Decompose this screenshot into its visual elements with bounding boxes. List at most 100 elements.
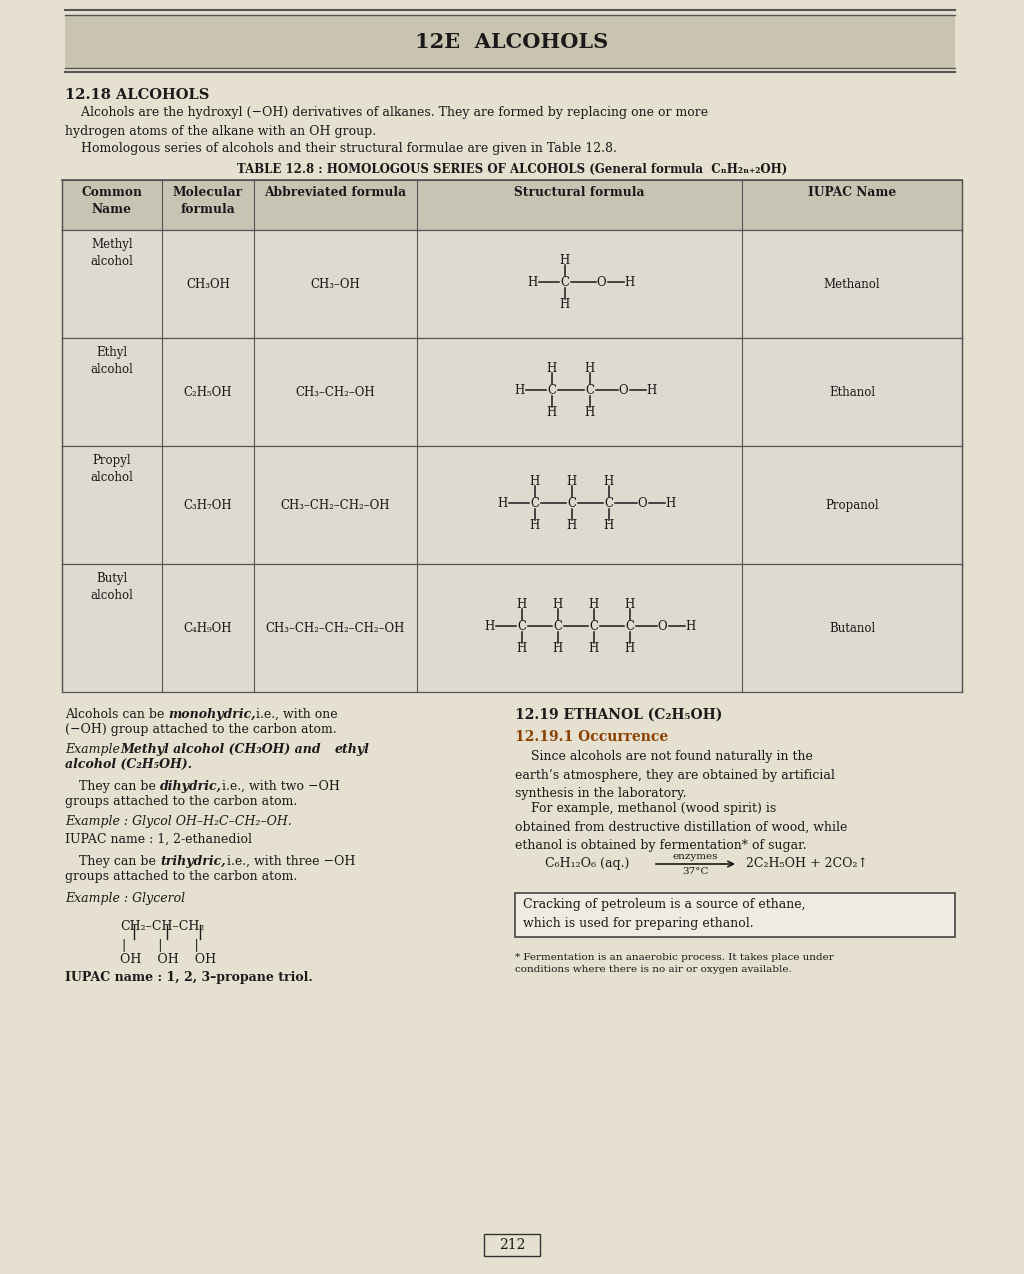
Text: C: C [530, 497, 539, 510]
Text: 12.18 ALCOHOLS: 12.18 ALCOHOLS [65, 88, 209, 102]
Text: H: H [498, 497, 508, 510]
Text: Methanol: Methanol [823, 278, 881, 290]
Text: C: C [560, 275, 569, 288]
Text: H: H [589, 598, 599, 610]
Text: Methyl alcohol (CH₃OH) and: Methyl alcohol (CH₃OH) and [120, 743, 325, 755]
Text: TABLE 12.8 : HOMOLOGOUS SERIES OF ALCOHOLS (General formula  CₙH₂ₙ₊₂OH): TABLE 12.8 : HOMOLOGOUS SERIES OF ALCOHO… [237, 163, 787, 176]
Text: trihydric,: trihydric, [160, 855, 225, 868]
Text: 12.19 ETHANOL (C₂H₅OH): 12.19 ETHANOL (C₂H₅OH) [515, 708, 722, 722]
Text: H: H [625, 642, 635, 655]
Text: Methyl
alcohol: Methyl alcohol [90, 238, 133, 268]
Text: C: C [625, 619, 634, 632]
Text: H: H [559, 254, 569, 266]
Bar [65, 15, 955, 68]
Text: CH₂–CH–CH₂: CH₂–CH–CH₂ [120, 920, 205, 933]
Text: H: H [585, 362, 595, 375]
Text: 2C₂H₅OH + 2CO₂↑: 2C₂H₅OH + 2CO₂↑ [742, 857, 868, 870]
Text: They can be: They can be [79, 855, 160, 868]
Text: IUPAC name : 1, 2-ethanediol: IUPAC name : 1, 2-ethanediol [65, 833, 252, 846]
Text: CH₃–CH₂–OH: CH₃–CH₂–OH [296, 386, 376, 399]
Text: O: O [618, 383, 629, 396]
Text: Example :: Example : [65, 743, 132, 755]
Text: Molecular
formula: Molecular formula [173, 186, 243, 217]
Text: C: C [604, 497, 613, 510]
Text: enzymes: enzymes [673, 852, 718, 861]
Text: |        |        |: | | | [122, 939, 199, 952]
Text: H: H [625, 598, 635, 610]
Text: i.e., with three −OH: i.e., with three −OH [223, 855, 355, 868]
Text: ethyl: ethyl [335, 743, 370, 755]
Text: C: C [567, 497, 575, 510]
Text: IUPAC Name: IUPAC Name [808, 186, 896, 199]
Text: C: C [589, 619, 598, 632]
Text: (−OH) group attached to the carbon atom.: (−OH) group attached to the carbon atom. [65, 724, 337, 736]
Text: H: H [625, 275, 635, 288]
Text: Common
Name: Common Name [82, 186, 142, 217]
Text: Structural formula: Structural formula [514, 186, 645, 199]
Text: Propyl
alcohol: Propyl alcohol [90, 454, 133, 484]
Text: Homologous series of alcohols and their structural formulae are given in Table 1: Homologous series of alcohols and their … [65, 141, 616, 155]
Text: H: H [547, 362, 557, 375]
Text: H: H [603, 519, 613, 531]
Text: H: H [514, 383, 524, 396]
Text: C₃H₇OH: C₃H₇OH [183, 498, 232, 511]
Text: C₂H₅OH: C₂H₅OH [183, 386, 232, 399]
Text: C₄H₉OH: C₄H₉OH [183, 622, 232, 634]
Text: H: H [484, 619, 495, 632]
Bar [62, 231, 962, 338]
Text: * Fermentation is an anaerobic process. It takes place under
conditions where th: * Fermentation is an anaerobic process. … [515, 953, 834, 973]
Text: C: C [553, 619, 562, 632]
Text: H: H [552, 642, 562, 655]
Text: H: H [603, 474, 613, 488]
Text: 12E  ALCOHOLS: 12E ALCOHOLS [416, 32, 608, 51]
Text: For example, methanol (wood spirit) is
obtained from destructive distillation of: For example, methanol (wood spirit) is o… [515, 803, 848, 852]
Text: Example : Glycol OH–H₂C–CH₂–OH.: Example : Glycol OH–H₂C–CH₂–OH. [65, 815, 292, 828]
Text: i.e., with one: i.e., with one [252, 708, 338, 721]
Text: Cracking of petroleum is a source of ethane,
which is used for preparing ethanol: Cracking of petroleum is a source of eth… [523, 898, 806, 930]
Text: monohydric,: monohydric, [168, 708, 256, 721]
Text: C: C [547, 383, 556, 396]
Text: 12.19.1 Occurrence: 12.19.1 Occurrence [515, 730, 669, 744]
Text: Propanol: Propanol [825, 498, 879, 511]
Bar [62, 564, 962, 692]
Text: H: H [666, 497, 676, 510]
Text: OH    OH    OH: OH OH OH [120, 953, 216, 966]
Bar [515, 893, 955, 936]
Bar [62, 338, 962, 446]
Text: H: H [685, 619, 695, 632]
Text: H: H [589, 642, 599, 655]
Text: 37°C: 37°C [682, 868, 709, 877]
Text: CH₃–CH₂–CH₂–OH: CH₃–CH₂–CH₂–OH [281, 498, 390, 511]
Text: O: O [638, 497, 647, 510]
Text: H: H [566, 519, 577, 531]
Bar [62, 446, 962, 564]
Text: O: O [657, 619, 668, 632]
Text: CH₃OH: CH₃OH [186, 278, 230, 290]
Text: Butanol: Butanol [828, 622, 876, 634]
Bar [484, 1235, 540, 1256]
Text: Example : Glycerol: Example : Glycerol [65, 892, 185, 905]
Bar [62, 180, 962, 231]
Text: H: H [585, 405, 595, 418]
Text: Alcohols can be: Alcohols can be [65, 708, 168, 721]
Text: They can be: They can be [79, 780, 160, 792]
Text: H: H [646, 383, 656, 396]
Text: 212: 212 [499, 1238, 525, 1252]
Text: H: H [566, 474, 577, 488]
Text: H: H [516, 642, 526, 655]
Text: dihydric,: dihydric, [160, 780, 222, 792]
Text: CH₃–OH: CH₃–OH [310, 278, 360, 290]
Text: H: H [529, 519, 540, 531]
Text: C: C [517, 619, 526, 632]
Text: Butyl
alcohol: Butyl alcohol [90, 572, 133, 603]
Text: H: H [527, 275, 538, 288]
Text: i.e., with two −OH: i.e., with two −OH [218, 780, 340, 792]
Text: H: H [547, 405, 557, 418]
Text: H: H [516, 598, 526, 610]
Text: Abbreviated formula: Abbreviated formula [264, 186, 407, 199]
Text: H: H [559, 298, 569, 311]
Text: groups attached to the carbon atom.: groups attached to the carbon atom. [65, 795, 297, 808]
Text: H: H [529, 474, 540, 488]
Text: C₆H₁₂O₆ (aq.): C₆H₁₂O₆ (aq.) [545, 857, 634, 870]
Text: CH₃–CH₂–CH₂–CH₂–OH: CH₃–CH₂–CH₂–CH₂–OH [266, 622, 406, 634]
